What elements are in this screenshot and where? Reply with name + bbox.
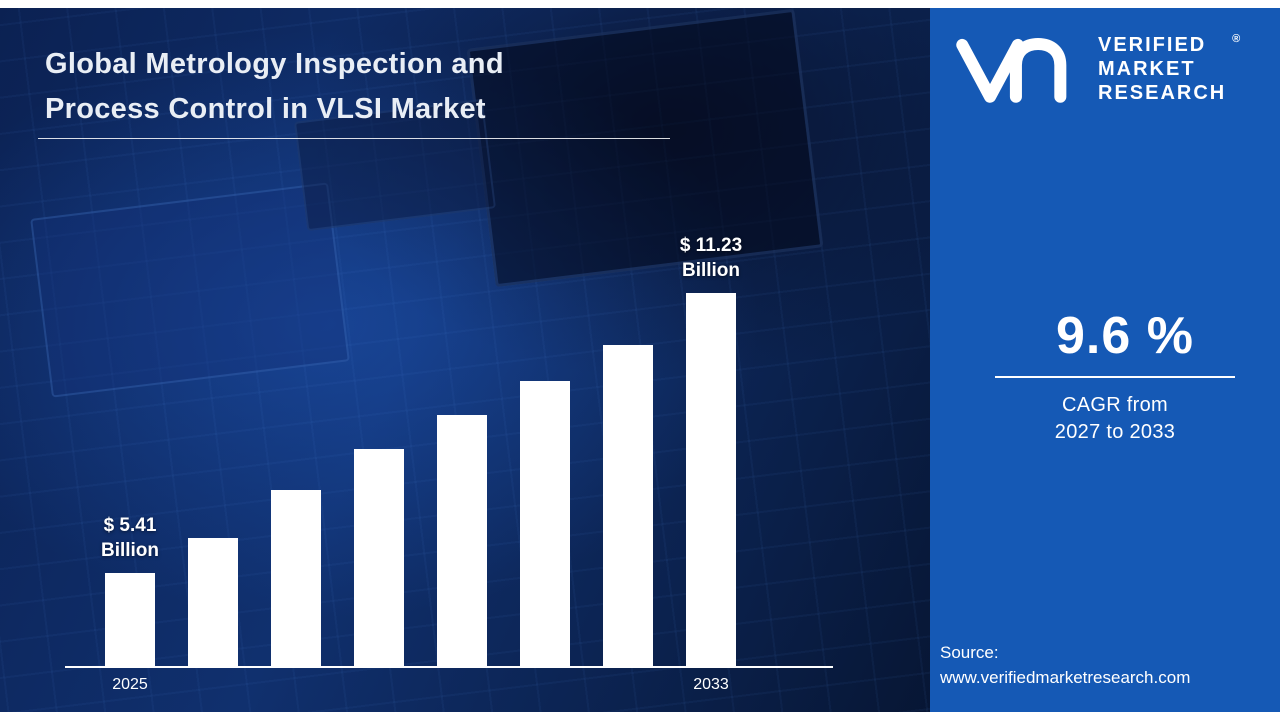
cagr-caption-line1: CAGR from [1061,394,1169,416]
cagr-caption: CAGR from 2027 to 2033 [940,392,1280,446]
page-title-line2: Process Control in VLSI Market [45,93,486,125]
vmr-monogram-v-stroke [956,38,1024,103]
bar-4 [354,449,404,666]
bar-3 [271,490,321,666]
page-title-line1: Global Metrology Inspection and [45,48,504,80]
bars-group [105,293,736,666]
right-panel: VERIFIED MARKET RESEARCH ® 9.6 % CAGR fr… [930,8,1280,712]
logo-line3: RESEARCH [1098,82,1227,104]
vmr-monogram-m-stroke [1009,38,1067,103]
bar-chart: $ 5.41 Billion $ 11.23 Billion 2025 2033 [65,218,833,693]
source-label: Source: [940,643,999,662]
logo-wordmark: VERIFIED MARKET RESEARCH ® [1098,33,1240,105]
bar-7 [603,345,653,666]
page-title: Global Metrology Inspection and Process … [45,42,504,132]
x-axis-label-first: 2025 [112,676,148,693]
first-bar-value-label: $ 5.41 Billion [101,513,159,563]
registered-trademark-icon: ® [1232,33,1241,45]
title-underline [38,138,670,139]
cagr-caption-line2: 2027 to 2033 [1054,421,1176,443]
logo-line2: MARKET [1098,58,1196,80]
logo-line1: VERIFIED [1098,34,1207,56]
last-bar-value-line1: $ 11.23 [679,235,743,256]
cagr-value: 9.6 % [1056,307,1194,365]
bar-6 [520,381,570,666]
bar-1 [105,573,155,666]
last-bar-value-line2: Billion [681,260,741,281]
vmr-monogram-icon [956,38,1067,103]
chart-section: Global Metrology Inspection and Process … [0,0,930,720]
cagr-underline [995,376,1235,378]
bar-2 [188,538,238,666]
x-axis-line [65,666,833,668]
bar-5 [437,415,487,666]
x-axis-label-last: 2033 [693,676,729,693]
bottom-edge-strip [0,712,1280,720]
top-edge-strip [0,0,1280,8]
source-block: Source: www.verifiedmarketresearch.com [940,640,1190,690]
last-bar-value-label: $ 11.23 Billion [680,233,742,283]
vmr-logo: VERIFIED MARKET RESEARCH ® [940,32,1240,106]
source-url: www.verifiedmarketresearch.com [940,668,1191,687]
bar-8 [686,293,736,666]
first-bar-value-line2: Billion [100,540,160,561]
first-bar-value-line1: $ 5.41 [103,515,157,536]
